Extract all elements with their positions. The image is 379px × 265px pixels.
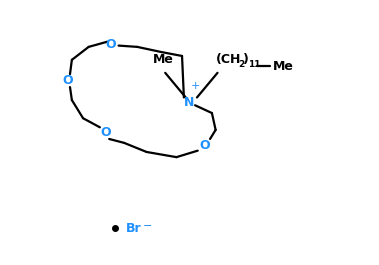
Text: Me: Me [153, 53, 174, 66]
Text: O: O [106, 38, 116, 51]
Text: −: − [143, 221, 152, 231]
Text: Br: Br [126, 222, 142, 235]
Text: N: N [184, 96, 195, 109]
Text: 2: 2 [238, 60, 244, 69]
Text: Me: Me [273, 60, 293, 73]
Text: O: O [100, 126, 111, 139]
Text: 11: 11 [248, 60, 261, 69]
Text: O: O [199, 139, 210, 152]
Text: ): ) [243, 53, 249, 66]
Text: +: + [190, 81, 200, 91]
Text: (CH: (CH [216, 53, 241, 66]
Text: O: O [63, 74, 74, 87]
